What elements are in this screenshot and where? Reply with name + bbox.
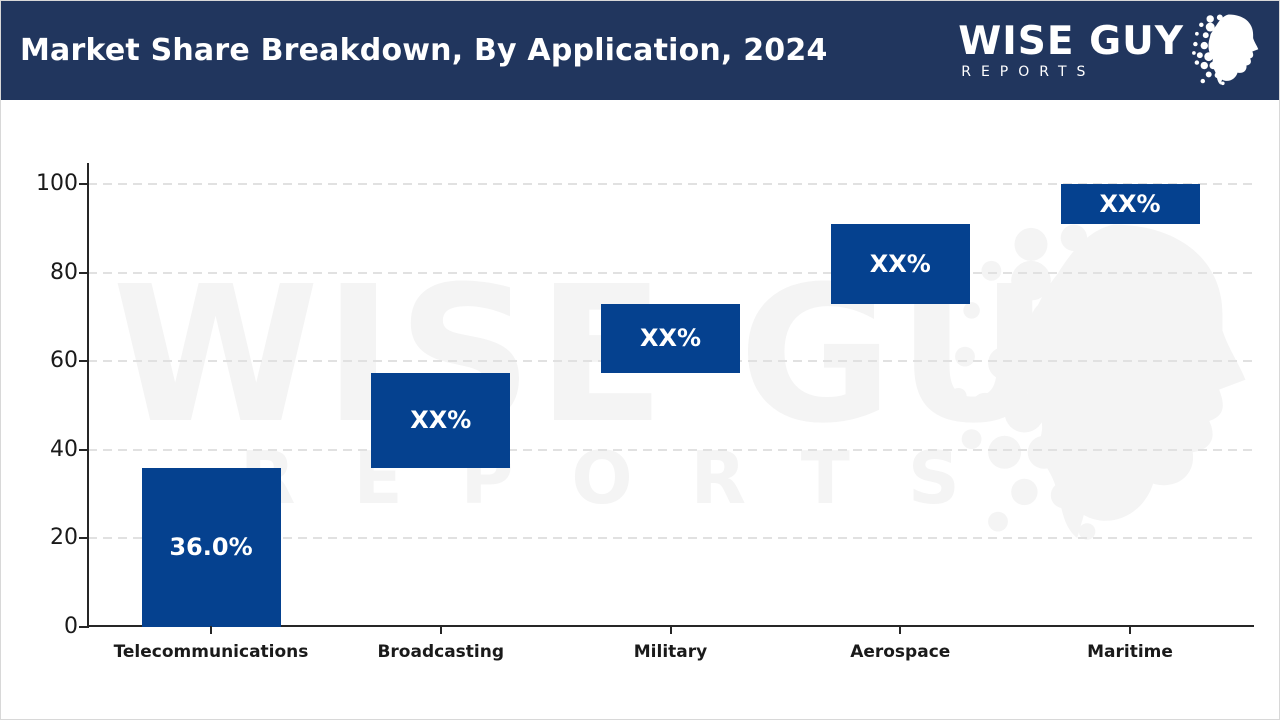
y-tick-label: 40 xyxy=(50,436,78,462)
x-category-label: Broadcasting xyxy=(377,642,505,662)
y-tick-label: 80 xyxy=(50,259,78,285)
chart-title: Market Share Breakdown, By Application, … xyxy=(20,32,828,68)
x-tick-mark xyxy=(669,626,672,634)
bar-label: XX% xyxy=(410,406,472,435)
wiseguy-head-icon xyxy=(1192,14,1259,86)
y-tick-label: 100 xyxy=(36,171,78,197)
bar-aerospace: XX% xyxy=(830,224,970,304)
x-category-label: Telecommunications xyxy=(113,642,309,662)
logo-wordmark: WISE GUY REPORTS xyxy=(958,22,1184,79)
bar-label: XX% xyxy=(1099,190,1161,219)
bar-telecommunications: 36.0% xyxy=(141,467,281,627)
x-category-label: Military xyxy=(633,642,708,662)
x-category-label: Maritime xyxy=(1087,642,1173,662)
x-tick-mark xyxy=(439,626,442,634)
y-axis-line xyxy=(87,163,89,628)
bar-label: XX% xyxy=(639,324,702,353)
gridline-y-80 xyxy=(88,271,1253,274)
header-bar: Market Share Breakdown, By Application, … xyxy=(0,0,1280,100)
y-tick-mark xyxy=(79,448,88,451)
x-category-label: Aerospace xyxy=(850,642,951,662)
gridline-y-20 xyxy=(88,537,1253,540)
bar-maritime: XX% xyxy=(1060,184,1200,225)
logo-wordmark-secondary: REPORTS xyxy=(961,63,1096,80)
y-tick-mark xyxy=(79,537,88,540)
y-tick-mark xyxy=(79,183,88,186)
x-tick-mark xyxy=(899,626,902,634)
gridline-y-100 xyxy=(88,183,1253,186)
chart-plot-area: 0 20 40 60 80 100 36.0% Telecommunications XX% Br… xyxy=(36,160,1254,662)
y-tick-mark xyxy=(79,271,88,274)
logo-wordmark-primary: WISE GUY xyxy=(958,18,1184,64)
bar-label: XX% xyxy=(869,250,931,279)
bar-broadcasting: XX% xyxy=(371,372,511,468)
y-tick-label: 60 xyxy=(50,348,78,374)
y-tick-label: 20 xyxy=(50,525,78,551)
x-tick-mark xyxy=(1129,626,1131,634)
bar-military: XX% xyxy=(601,303,740,373)
bar-label: 36.0% xyxy=(169,533,253,562)
y-tick-mark xyxy=(79,626,88,628)
y-tick-label: 0 xyxy=(64,614,78,639)
y-tick-mark xyxy=(79,360,88,363)
wiseguy-logo: WISE GUY REPORTS xyxy=(958,8,1262,92)
x-tick-mark xyxy=(210,626,212,634)
gridline-y-40 xyxy=(88,448,1253,451)
